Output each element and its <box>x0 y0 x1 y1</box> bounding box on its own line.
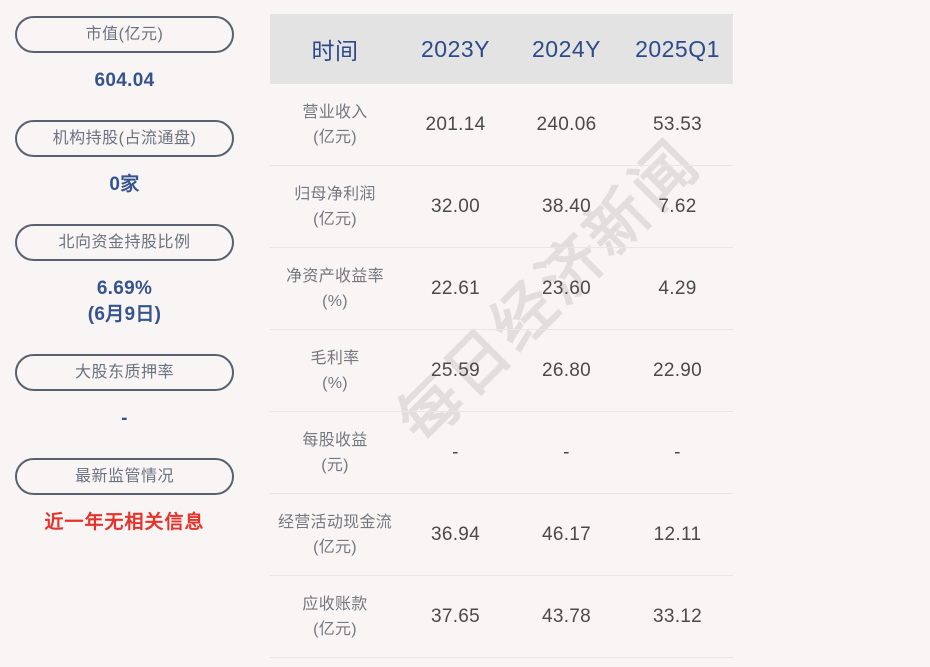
table-row: 每股收益 (元) - - - <box>270 411 733 494</box>
cell-value-2025q1: 12.11 <box>622 493 733 576</box>
cell-value-2024y: - <box>511 411 622 494</box>
cell-value-2025q1: 53.53 <box>622 84 733 166</box>
metric-label-institutional-holding: 机构持股(占流通盘) <box>52 129 197 147</box>
row-unit-text: (亿元) <box>313 620 357 638</box>
cell-value-2023y: 201.14 <box>400 84 511 166</box>
metric-pill-market-cap[interactable]: 市值(亿元) <box>15 16 234 53</box>
row-unit-text: (亿元) <box>313 128 357 146</box>
cell-value-2025q1: 33.12 <box>622 575 733 658</box>
cell-value-2023y: 37.65 <box>400 575 511 658</box>
cell-value-2023y: 25.59 <box>400 329 511 412</box>
metric-value-institutional-holding: 0家 <box>109 174 140 195</box>
cell-value-2025q1: - <box>622 411 733 494</box>
cell-value-2024y: 26.80 <box>511 329 622 412</box>
metric-value-market-cap: 604.04 <box>94 70 155 91</box>
row-label-cell: 毛利率 (%) <box>270 329 400 412</box>
cell-value-2023y: 36.94 <box>400 493 511 576</box>
metric-subvalue-northbound-capital: (6月9日) <box>87 304 162 325</box>
metric-pill-institutional-holding[interactable]: 机构持股(占流通盘) <box>15 120 234 157</box>
table-row: 归母净利润 (亿元) 32.00 38.40 7.62 <box>270 165 733 248</box>
row-label-cell: 归母净利润 (亿元) <box>270 165 400 248</box>
metric-label-regulatory-status: 最新监管情况 <box>74 467 174 485</box>
row-unit-text: (亿元) <box>313 538 357 556</box>
column-header-2023y[interactable]: 2023Y <box>400 14 511 84</box>
metric-block-market-cap: 市值(亿元) 604.04 <box>15 16 234 94</box>
metrics-panel: 市值(亿元) 604.04 机构持股(占流通盘) 0家 北向资金持股比例 6.6… <box>0 0 250 667</box>
row-label-text: 归母净利润 <box>294 185 376 203</box>
cell-value-2023y: 32.00 <box>400 165 511 248</box>
metric-block-regulatory-status: 最新监管情况 近一年无相关信息 <box>15 458 234 536</box>
financial-table-head: 时间 2023Y 2024Y 2025Q1 <box>270 14 733 84</box>
row-label-cell: 应收账款 (亿元) <box>270 575 400 658</box>
metric-pill-regulatory-status[interactable]: 最新监管情况 <box>15 458 234 495</box>
row-label-text: 经营活动现金流 <box>277 513 393 531</box>
table-header-row: 时间 2023Y 2024Y 2025Q1 <box>270 14 733 84</box>
table-row: 经营活动现金流 (亿元) 36.94 46.17 12.11 <box>270 493 733 576</box>
financial-table-body: 营业收入 (亿元) 201.14 240.06 53.53 归母净利润 (亿元)… <box>270 84 733 658</box>
row-label-text: 净资产收益率 <box>286 267 384 285</box>
financial-table: 时间 2023Y 2024Y 2025Q1 营业收入 (亿元) 201.14 2… <box>270 14 733 658</box>
table-row: 营业收入 (亿元) 201.14 240.06 53.53 <box>270 84 733 166</box>
table-row: 应收账款 (亿元) 37.65 43.78 33.12 <box>270 575 733 658</box>
cell-value-2023y: 22.61 <box>400 247 511 330</box>
cell-value-2024y: 46.17 <box>511 493 622 576</box>
metric-pill-northbound-capital[interactable]: 北向资金持股比例 <box>15 224 234 261</box>
metric-pill-pledge-ratio[interactable]: 大股东质押率 <box>15 354 234 391</box>
row-unit-text: (元) <box>321 456 349 474</box>
row-unit-text: (%) <box>322 374 348 392</box>
cell-value-2024y: 240.06 <box>511 84 622 166</box>
column-header-2025q1[interactable]: 2025Q1 <box>622 14 733 84</box>
table-row: 净资产收益率 (%) 22.61 23.60 4.29 <box>270 247 733 330</box>
metric-label-northbound-capital: 北向资金持股比例 <box>58 233 191 251</box>
metric-label-pledge-ratio: 大股东质押率 <box>74 363 174 381</box>
column-header-2024y[interactable]: 2024Y <box>511 14 622 84</box>
metric-value-pledge-ratio: - <box>121 408 128 429</box>
cell-value-2025q1: 4.29 <box>622 247 733 330</box>
metric-block-northbound-capital: 北向资金持股比例 6.69% (6月9日) <box>15 224 234 328</box>
cell-value-2024y: 43.78 <box>511 575 622 658</box>
row-label-cell: 经营活动现金流 (亿元) <box>270 493 400 576</box>
row-label-cell: 净资产收益率 (%) <box>270 247 400 330</box>
row-label-text: 毛利率 <box>310 349 360 367</box>
cell-value-2024y: 23.60 <box>511 247 622 330</box>
metric-label-market-cap: 市值(亿元) <box>85 25 164 43</box>
row-label-cell: 每股收益 (元) <box>270 411 400 494</box>
row-unit-text: (亿元) <box>313 210 357 228</box>
row-label-text: 每股收益 <box>302 431 368 449</box>
cell-value-2023y: - <box>400 411 511 494</box>
row-label-text: 应收账款 <box>302 595 368 613</box>
table-row: 毛利率 (%) 25.59 26.80 22.90 <box>270 329 733 412</box>
cell-value-2025q1: 22.90 <box>622 329 733 412</box>
column-header-period[interactable]: 时间 <box>270 14 400 84</box>
row-label-cell: 营业收入 (亿元) <box>270 84 400 166</box>
cell-value-2024y: 38.40 <box>511 165 622 248</box>
row-unit-text: (%) <box>322 292 348 310</box>
metric-block-institutional-holding: 机构持股(占流通盘) 0家 <box>15 120 234 198</box>
metric-value-regulatory-status: 近一年无相关信息 <box>44 512 205 533</box>
row-label-text: 营业收入 <box>302 103 368 121</box>
metric-value-northbound-capital: 6.69% <box>96 278 153 299</box>
cell-value-2025q1: 7.62 <box>622 165 733 248</box>
metric-block-pledge-ratio: 大股东质押率 - <box>15 354 234 432</box>
